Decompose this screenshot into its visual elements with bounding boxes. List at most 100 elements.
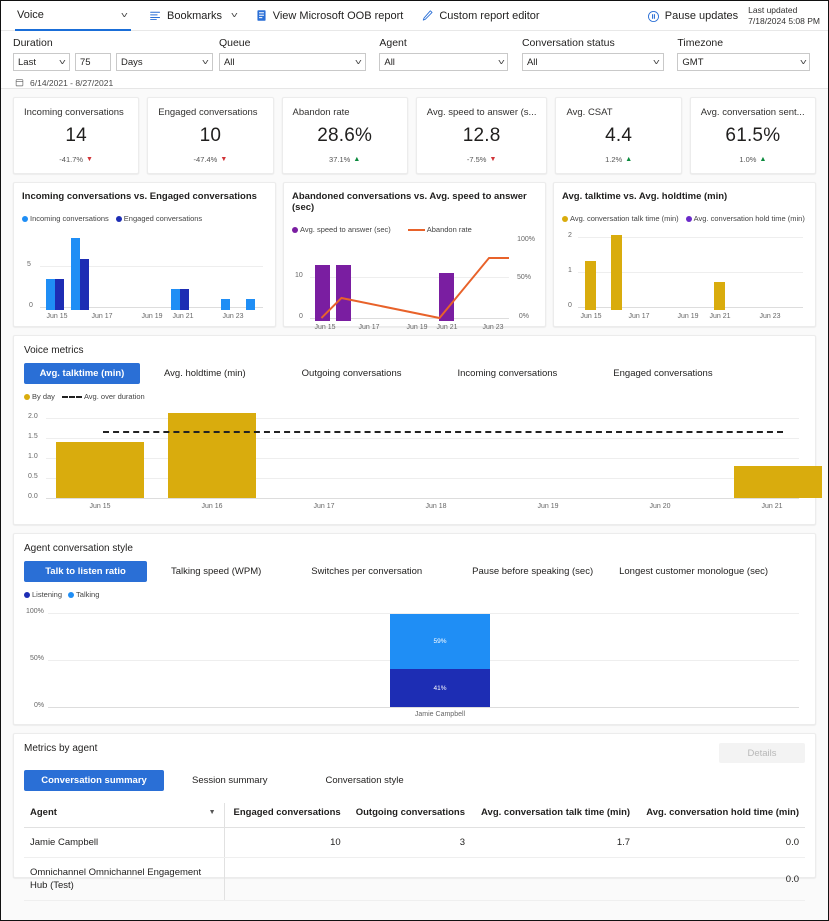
pause-icon [647,10,660,23]
tab-engaged-conversations[interactable]: Engaged conversations [613,368,713,379]
tab-talk-to-listen-ratio[interactable]: Talk to listen ratio [24,561,147,582]
timezone-select[interactable]: GMT ˅ [677,53,811,71]
cell-talk-time: 1.7 [471,827,637,858]
queue-select[interactable]: All ˅ [218,53,366,71]
duration-mode-select[interactable]: Last ˅ [13,53,70,71]
bookmarks-button[interactable]: Bookmarks ˅ [140,1,246,31]
bar-talk-time [714,282,725,310]
pencil-icon [421,9,434,22]
chevron-down-icon: ˅ [354,57,363,67]
chevron-down-icon: ˅ [59,57,67,67]
conversation-status-select[interactable]: All ˅ [521,53,664,71]
agent-style-legend: Listening Talking [24,590,805,599]
legend-label: Avg. over duration [83,392,145,401]
trend-up-icon: ▲ [353,156,361,163]
column-agent[interactable]: Agent ▼ [24,803,225,828]
kpi-delta: -41.7% ▼ [59,155,93,164]
report-type-select[interactable]: Voice ˅ [15,2,131,31]
chart-incoming-vs-engaged[interactable]: Incoming conversations vs. Engaged conve… [13,182,276,327]
calendar-icon [13,76,26,89]
agent-select[interactable]: All ˅ [379,53,509,71]
tab-talking-speed[interactable]: Talking speed (WPM) [171,566,262,577]
kpi-title: Avg. conversation sent... [700,107,805,118]
kpi-delta: -7.5% ▼ [467,155,497,164]
chart-talktime-vs-holdtime[interactable]: Avg. talktime vs. Avg. holdtime (min) Av… [553,182,816,327]
bar-incoming [71,238,80,310]
tab-avg-talktime[interactable]: Avg. talktime (min) [24,363,140,384]
tab-conversation-summary[interactable]: Conversation summary [24,770,164,791]
x-tick-label: Jun 17 [628,313,650,320]
legend-item: Incoming conversations [22,214,109,223]
duration-number-input[interactable]: 75 [75,53,111,71]
conversation-status-label: Conversation status [521,37,615,49]
metrics-table-header: Metrics by agent Details [24,743,805,763]
tab-pause-before-speaking[interactable]: Pause before speaking (sec) [472,566,594,577]
legend-label: Talking [76,590,100,599]
kpi-card-abandon-rate[interactable]: Abandon rate 28.6% 37.1% ▲ [281,97,408,174]
bar-speed-to-answer [439,273,454,321]
cell-agent: Jamie Campbell [24,827,225,858]
bar-label-listening: 41% [433,684,447,692]
tab-longest-customer-monologue[interactable]: Longest customer monologue (sec) [619,566,769,577]
tab-session-summary[interactable]: Session summary [192,775,268,786]
kpi-card-engaged-conversations[interactable]: Engaged conversations 10 -47.4% ▼ [147,97,274,174]
report-type-value: Voice [17,9,44,21]
chart-plot: 2 1 0 Jun 15 Jun 17 Jun 19 Jun 21 Jun 23 [568,229,803,320]
filter-duration: Duration Last ˅ 75 Days ˅ [13,37,219,71]
y-tick-label: 1.0 [28,453,38,460]
details-button[interactable]: Details [719,743,805,763]
kpi-card-avg-speed-to-answer[interactable]: Avg. speed to answer (s... 12.8 -7.5% ▼ [415,97,548,174]
tab-incoming-conversations[interactable]: Incoming conversations [457,368,558,379]
last-updated: Last updated 7/18/2024 5:08 PM [744,5,820,27]
legend-label: Avg. conversation talk time (min) [570,214,679,223]
column-avg-hold-time[interactable]: Avg. conversation hold time (min) [636,803,805,828]
kpi-value: 10 [199,125,222,146]
view-oob-report-label: View Microsoft OOB report [272,9,404,22]
table-row[interactable]: Omnichannel Omnichannel Engagement Hub (… [24,857,805,901]
kpi-value: 12.8 [462,125,501,146]
tab-conversation-style[interactable]: Conversation style [325,775,404,786]
chart-plot: 5 0 Jun 15 Jun 17 Jun 19 Jun 21 Jun [27,229,263,320]
x-tick-label: Jun 17 [313,503,335,510]
tab-avg-holdtime[interactable]: Avg. holdtime (min) [164,368,246,379]
kpi-card-avg-conversation-sentiment[interactable]: Avg. conversation sent... 61.5% 1.0% ▲ [689,97,816,174]
conversation-status-value: All [526,56,538,68]
column-engaged-conversations[interactable]: Engaged conversations [224,803,347,828]
kpi-delta: 1.2% ▲ [605,155,632,164]
tab-switches-per-conversation[interactable]: Switches per conversation [311,566,423,577]
last-updated-value: 7/18/2024 5:08 PM [748,16,820,26]
y2-tick-label: 100% [517,236,535,243]
chart-title: Abandoned conversations vs. Avg. speed t… [292,191,527,213]
filter-queue: Queue All ˅ [218,37,379,71]
chart-abandoned-vs-speed-to-answer[interactable]: Abandoned conversations vs. Avg. speed t… [283,182,546,331]
kpi-card-incoming-conversations[interactable]: Incoming conversations 14 -41.7% ▼ [13,97,140,174]
column-outgoing-conversations[interactable]: Outgoing conversations [346,803,471,828]
column-avg-talk-time[interactable]: Avg. conversation talk time (min) [471,803,637,828]
tab-outgoing-conversations[interactable]: Outgoing conversations [301,368,402,379]
pause-updates-button[interactable]: Pause updates [647,10,738,23]
filter-conversation-status: Conversation status All ˅ [521,37,677,71]
duration-unit-select[interactable]: Days ˅ [116,53,213,71]
timezone-label: Timezone [677,37,724,49]
kpi-card-avg-csat[interactable]: Avg. CSAT 4.4 1.2% ▲ [555,97,682,174]
legend-dashed-line-icon [61,395,82,398]
view-oob-report-button[interactable]: View Microsoft OOB report [246,1,413,31]
last-updated-label: Last updated [748,5,798,15]
cell-hold-time: 0.0 [636,827,805,858]
kpi-title: Incoming conversations [24,107,124,118]
legend-swatch-icon [685,215,692,222]
metrics-table-title: Metrics by agent [24,743,98,754]
metrics-by-agent-section: Metrics by agent Details Conversation su… [13,733,816,901]
x-tick-label: Jun 23 [222,313,244,320]
bar-engaged [180,289,189,310]
pause-updates-label: Pause updates [664,10,739,22]
custom-report-editor-button[interactable]: Custom report editor [412,1,548,31]
legend-item: Avg. conversation talk time (min) [562,214,679,223]
date-range: 6/14/2021 - 8/27/2021 [1,71,828,89]
y-tick-label: 1 [568,267,572,274]
cell-engaged: 10 [224,827,347,858]
chevron-down-icon: ˅ [202,57,210,67]
table-row[interactable]: Jamie Campbell 10 3 1.7 0.0 [24,827,805,858]
chart-legend: Incoming conversations Engaged conversat… [22,214,267,223]
kpi-delta-value: 1.2% [605,155,623,164]
